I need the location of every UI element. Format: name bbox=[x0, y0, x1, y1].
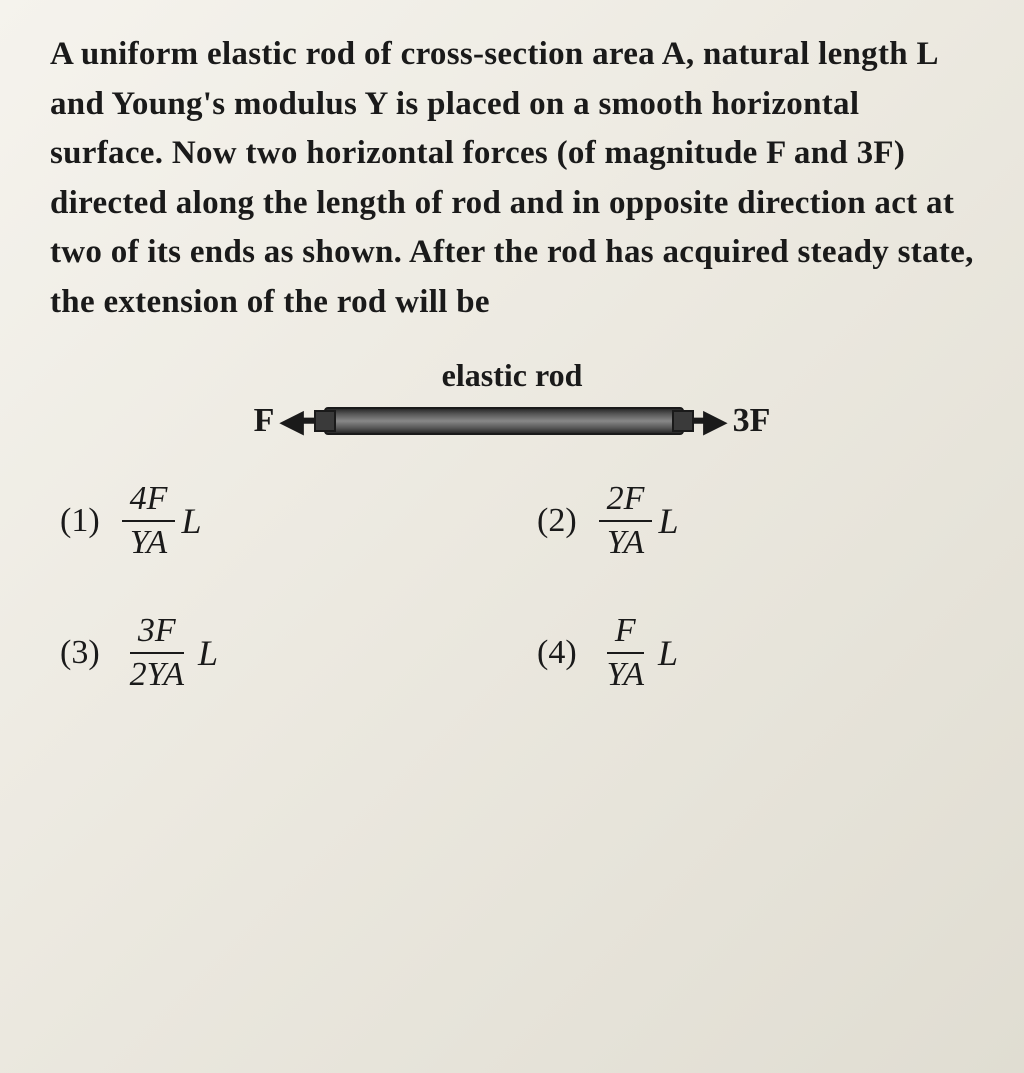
fraction-denominator: 2YA bbox=[122, 654, 192, 694]
elastic-rod-shape bbox=[324, 407, 684, 435]
rod-row: F ◀━ ━▶ 3F bbox=[248, 402, 777, 440]
option-number: (2) bbox=[537, 502, 577, 540]
force-right-label: 3F bbox=[727, 402, 777, 440]
fraction-denominator: YA bbox=[599, 522, 652, 562]
option-3: (3) 3F 2YA L bbox=[60, 612, 497, 694]
option-1: (1) 4F YA L bbox=[60, 480, 497, 562]
option-tail: L bbox=[198, 632, 218, 674]
option-2: (2) 2F YA L bbox=[537, 480, 974, 562]
question-text: A uniform elastic rod of cross-section a… bbox=[50, 30, 974, 327]
option-fraction: 3F 2YA bbox=[122, 612, 192, 694]
force-left-label: F bbox=[248, 402, 281, 440]
diagram: elastic rod F ◀━ ━▶ 3F bbox=[50, 357, 974, 440]
fraction-denominator: YA bbox=[599, 654, 652, 694]
option-4: (4) F YA L bbox=[537, 612, 974, 694]
option-number: (3) bbox=[60, 634, 100, 672]
diagram-label: elastic rod bbox=[442, 357, 583, 394]
fraction-numerator: 3F bbox=[130, 612, 184, 654]
options-grid: (1) 4F YA L (2) 2F YA L (3) 3F 2YA L (4)… bbox=[50, 480, 974, 694]
fraction-numerator: 2F bbox=[599, 480, 653, 522]
option-fraction: 4F YA bbox=[122, 480, 176, 562]
fraction-numerator: 4F bbox=[122, 480, 176, 522]
option-number: (4) bbox=[537, 634, 577, 672]
option-tail: L bbox=[658, 632, 678, 674]
fraction-numerator: F bbox=[607, 612, 644, 654]
fraction-denominator: YA bbox=[122, 522, 175, 562]
option-tail: L bbox=[181, 500, 201, 542]
option-tail: L bbox=[658, 500, 678, 542]
option-fraction: 2F YA bbox=[599, 480, 653, 562]
option-fraction: F YA bbox=[599, 612, 652, 694]
option-number: (1) bbox=[60, 502, 100, 540]
